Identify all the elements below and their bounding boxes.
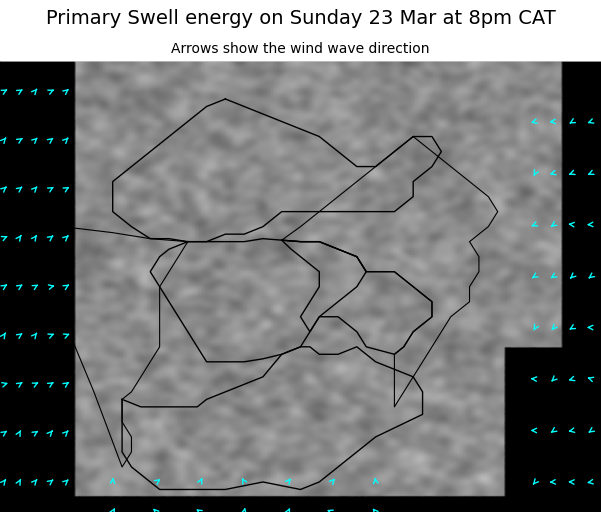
Text: Primary Swell energy on Sunday 23 Mar at 8pm CAT: Primary Swell energy on Sunday 23 Mar at…: [46, 9, 555, 28]
Text: Arrows show the wind wave direction: Arrows show the wind wave direction: [171, 42, 430, 56]
